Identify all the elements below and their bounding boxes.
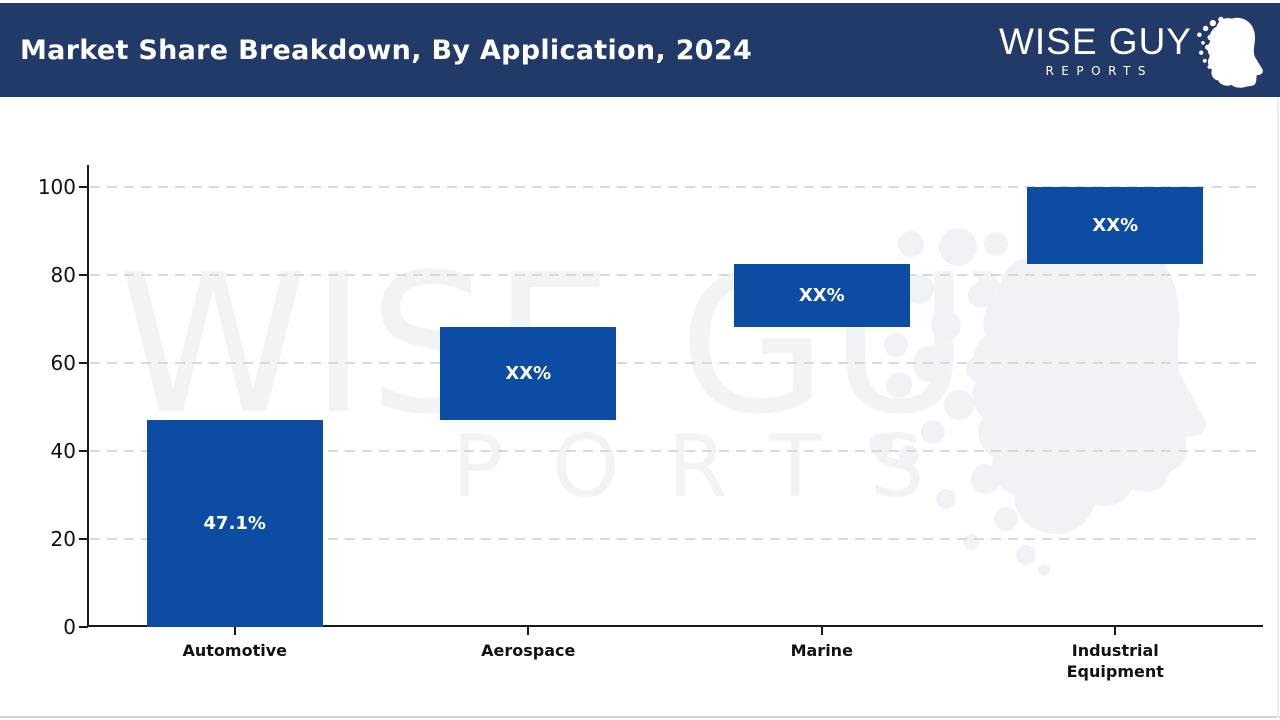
watermark-face-graphic	[869, 228, 1207, 576]
logo-face-icon	[1197, 16, 1263, 88]
bar-value-label: XX%	[505, 362, 552, 384]
wise-guy-logo: WISE GUY REPORTS	[999, 11, 1264, 89]
category-label: Aerospace	[481, 641, 576, 660]
bar-industrial-equipment: XX%	[1027, 187, 1204, 264]
y-tick-mark	[79, 186, 88, 188]
right-border	[1277, 97, 1279, 718]
y-tick-label: 20	[50, 527, 76, 551]
bar-value-label: XX%	[798, 284, 845, 306]
bar-value-label: XX%	[1092, 215, 1139, 236]
bottom-border	[0, 716, 1280, 718]
y-tick-mark	[79, 362, 88, 364]
chart-title: Market Share Breakdown, By Application, …	[20, 34, 753, 66]
y-tick-label: 0	[63, 615, 76, 639]
gridline-100	[90, 186, 1262, 188]
bar-value-label: 47.1%	[203, 512, 266, 534]
y-tick-label: 40	[50, 439, 76, 463]
logo-text: WISE GUY REPORTS	[999, 23, 1192, 78]
gridline-60	[90, 362, 1262, 364]
logo-subtitle: REPORTS	[1045, 63, 1153, 78]
x-tick-mark	[1114, 627, 1117, 635]
gridline-20	[90, 538, 1262, 540]
category-label: Marine	[790, 641, 853, 660]
y-tick-label: 80	[50, 263, 76, 287]
y-tick-label: 100	[37, 175, 76, 199]
y-tick-mark	[79, 450, 88, 452]
x-tick-mark	[233, 627, 236, 635]
watermark-subtitle: PORTS	[452, 417, 973, 517]
gridline-80	[90, 274, 1262, 276]
logo-wordmark: WISE GUY	[998, 20, 1192, 62]
x-tick-mark	[527, 627, 530, 635]
y-tick-mark	[79, 538, 88, 540]
bar-marine: XX%	[733, 264, 910, 327]
y-tick-mark	[79, 626, 88, 628]
header-bar: Market Share Breakdown, By Application, …	[0, 3, 1280, 97]
category-label: Industrial Equipment	[1066, 641, 1164, 681]
y-tick-label: 60	[50, 351, 76, 375]
gridline-40	[90, 450, 1262, 452]
x-axis-line	[87, 625, 1263, 627]
x-tick-mark	[820, 627, 823, 635]
bar-automotive: 47.1%	[146, 419, 323, 627]
bar-aerospace: XX%	[440, 326, 617, 420]
category-label: Automotive	[182, 641, 288, 660]
y-tick-mark	[79, 274, 88, 276]
y-axis-line	[87, 165, 89, 627]
